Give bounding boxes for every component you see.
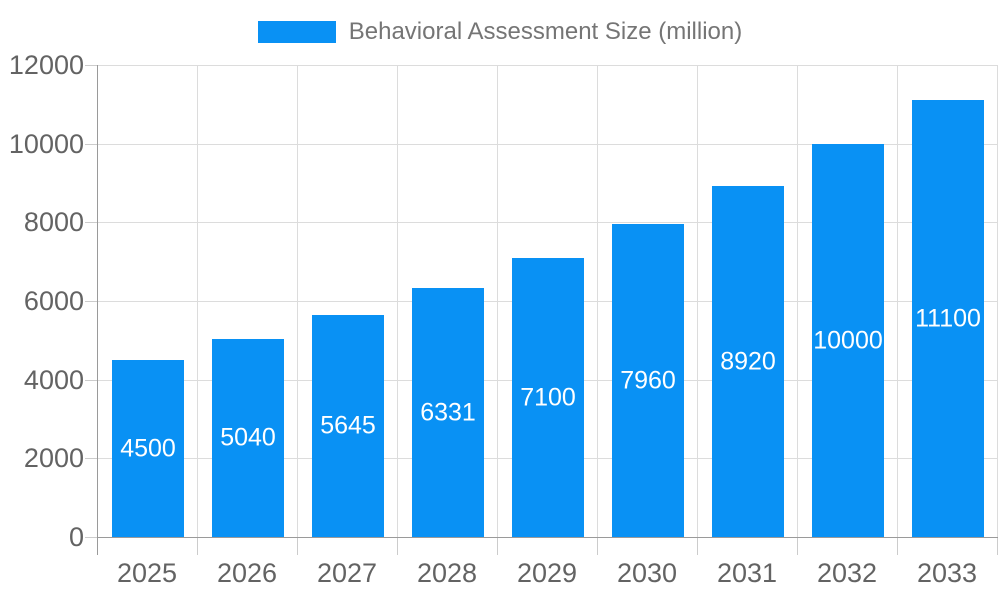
gridline-v bbox=[897, 65, 898, 537]
x-tick-mark bbox=[797, 538, 798, 555]
bar-value-label: 7100 bbox=[520, 383, 576, 411]
y-tick-mark bbox=[85, 65, 97, 66]
x-tick-mark bbox=[97, 538, 98, 555]
y-tick-mark bbox=[85, 458, 97, 460]
x-tick-mark bbox=[297, 538, 298, 555]
bar-value-label: 11100 bbox=[915, 304, 981, 332]
bar-value-label: 7960 bbox=[620, 366, 676, 394]
gridline-v bbox=[197, 65, 198, 537]
bar[interactable]: 6331 bbox=[412, 288, 484, 537]
bar[interactable]: 11100 bbox=[912, 100, 984, 537]
y-tick-mark bbox=[85, 537, 97, 538]
bar-value-label: 4500 bbox=[120, 434, 176, 462]
y-tick-mark bbox=[85, 379, 97, 381]
bar-value-label: 6331 bbox=[420, 398, 476, 426]
x-tick-label: 2033 bbox=[916, 558, 978, 588]
gridline-v bbox=[497, 65, 498, 537]
bar[interactable]: 4500 bbox=[112, 360, 184, 537]
bar[interactable]: 10000 bbox=[812, 144, 884, 537]
x-tick-mark bbox=[997, 538, 998, 555]
gridline-v bbox=[997, 65, 998, 537]
x-tick-label: 2031 bbox=[716, 558, 778, 588]
y-tick-label: 10000 bbox=[8, 128, 84, 159]
y-tick-label: 8000 bbox=[23, 207, 84, 238]
bar[interactable]: 5645 bbox=[312, 315, 384, 537]
x-tick-mark bbox=[697, 538, 698, 555]
legend-label: Behavioral Assessment Size (million) bbox=[348, 18, 743, 45]
y-tick-label: 2000 bbox=[23, 443, 84, 474]
x-tick-label: 2025 bbox=[116, 558, 178, 588]
gridline-v bbox=[597, 65, 598, 537]
gridline-h bbox=[98, 222, 998, 224]
bar[interactable]: 7960 bbox=[612, 224, 684, 537]
y-tick-mark bbox=[85, 222, 97, 224]
bar[interactable]: 5040 bbox=[212, 339, 284, 537]
gridline-h bbox=[98, 143, 998, 145]
x-tick-label: 2029 bbox=[516, 558, 578, 588]
gridline-h bbox=[98, 65, 998, 66]
y-tick-label: 4000 bbox=[23, 364, 84, 395]
gridline-v bbox=[397, 65, 398, 537]
x-tick-mark bbox=[497, 538, 498, 555]
x-tick-mark bbox=[197, 538, 198, 555]
bar-value-label: 5040 bbox=[220, 423, 276, 452]
bar-value-label: 10000 bbox=[813, 326, 883, 354]
legend: Behavioral Assessment Size (million) bbox=[0, 18, 1000, 46]
plot-area: 4500 5040 5645 6331 7100 7960 8920 10000 11100 bbox=[97, 65, 998, 538]
gridline-v bbox=[697, 65, 698, 537]
x-tick-label: 2028 bbox=[416, 558, 478, 588]
x-tick-mark bbox=[897, 538, 898, 555]
y-tick-mark bbox=[85, 301, 97, 302]
bar-value-label: 8920 bbox=[720, 347, 776, 375]
x-tick-label: 2026 bbox=[216, 558, 278, 588]
gridline-v bbox=[297, 65, 298, 537]
y-tick-label: 0 bbox=[68, 522, 84, 552]
y-tick-label: 12000 bbox=[8, 50, 84, 80]
bar[interactable]: 7100 bbox=[512, 258, 584, 537]
gridline-v bbox=[797, 65, 798, 537]
bar-value-label: 5645 bbox=[320, 411, 376, 440]
y-tick-mark bbox=[85, 143, 97, 145]
x-tick-mark bbox=[397, 538, 398, 555]
x-tick-label: 2032 bbox=[816, 558, 878, 588]
x-tick-label: 2030 bbox=[616, 558, 678, 588]
x-tick-label: 2027 bbox=[316, 558, 378, 588]
y-tick-label: 6000 bbox=[23, 286, 84, 316]
bar[interactable]: 8920 bbox=[712, 186, 784, 537]
x-tick-mark bbox=[597, 538, 598, 555]
legend-swatch bbox=[257, 21, 336, 43]
